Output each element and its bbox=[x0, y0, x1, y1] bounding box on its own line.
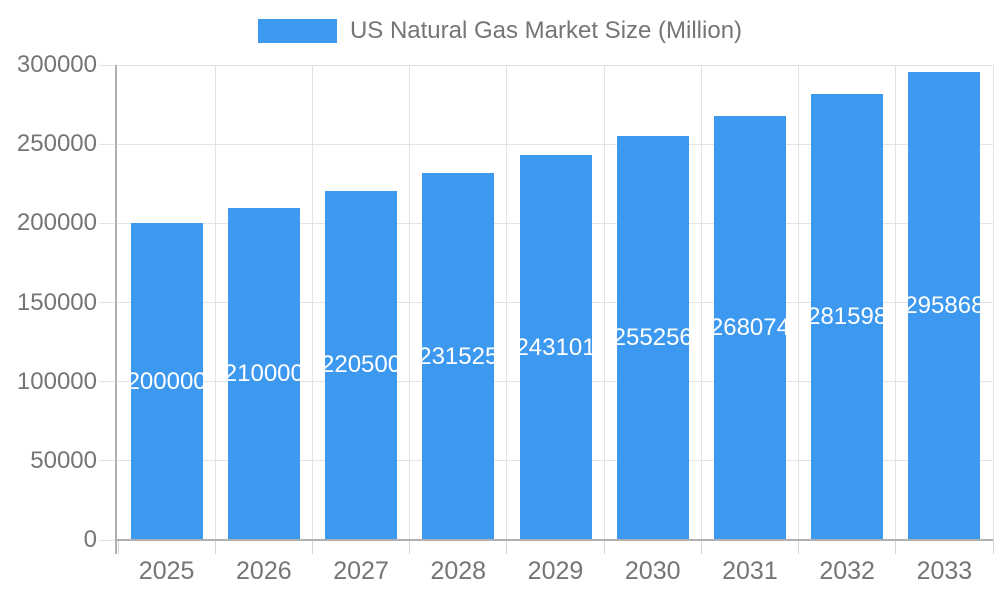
bar[interactable]: 255256 bbox=[616, 135, 689, 540]
y-axis-tick bbox=[99, 222, 116, 224]
bar[interactable]: 200000 bbox=[130, 223, 203, 540]
x-axis-tick bbox=[700, 540, 702, 554]
bar-value-label: 281598 bbox=[811, 303, 884, 331]
y-tick-label: 250000 bbox=[16, 130, 97, 158]
x-tick-label: 2027 bbox=[333, 557, 389, 585]
bar-value-label: 220500 bbox=[325, 351, 398, 379]
bar-value-label: 231525 bbox=[422, 342, 495, 370]
bar-value-label: 255256 bbox=[616, 323, 689, 351]
bar-value-label: 200000 bbox=[130, 367, 203, 395]
legend[interactable]: US Natural Gas Market Size (Million) bbox=[0, 16, 1000, 46]
gridline-vertical bbox=[506, 65, 508, 540]
x-tick-label: 2026 bbox=[236, 557, 292, 585]
y-tick-label: 200000 bbox=[16, 209, 97, 237]
y-axis-tick bbox=[99, 539, 116, 541]
y-tick-label: 300000 bbox=[16, 51, 97, 78]
y-tick-label: 100000 bbox=[16, 367, 97, 395]
gridline-vertical bbox=[214, 65, 216, 540]
x-axis-tick bbox=[992, 540, 994, 554]
y-axis-tick bbox=[99, 460, 116, 462]
gridline-vertical bbox=[700, 65, 702, 540]
gridline-vertical bbox=[895, 65, 897, 540]
x-axis-tick bbox=[311, 540, 313, 554]
y-axis-tick bbox=[99, 143, 116, 145]
gridline-horizontal bbox=[118, 64, 993, 66]
y-axis-tick bbox=[99, 302, 116, 303]
bar[interactable]: 268074 bbox=[713, 115, 786, 540]
y-axis-tick bbox=[99, 381, 116, 383]
y-axis-tick bbox=[99, 64, 116, 66]
bar-value-label: 243101 bbox=[519, 333, 592, 361]
bar[interactable]: 220500 bbox=[325, 190, 398, 540]
y-tick-label: 50000 bbox=[30, 446, 97, 474]
x-tick-label: 2031 bbox=[722, 557, 778, 585]
bar[interactable]: 243101 bbox=[519, 155, 592, 540]
gridline-vertical bbox=[409, 65, 411, 540]
x-tick-label: 2032 bbox=[819, 557, 875, 585]
bar-value-label: 210000 bbox=[227, 359, 300, 387]
x-tick-label: 2030 bbox=[624, 557, 681, 585]
x-axis-line bbox=[115, 539, 993, 541]
x-tick-label: 2029 bbox=[527, 557, 584, 585]
x-axis-tick bbox=[214, 540, 216, 554]
bar-value-label: 295868 bbox=[908, 291, 981, 319]
y-tick-label: 0 bbox=[83, 526, 97, 553]
y-tick-label: 150000 bbox=[16, 288, 97, 316]
bar[interactable]: 210000 bbox=[227, 207, 300, 540]
gridline-vertical bbox=[798, 65, 800, 540]
x-axis-tick bbox=[798, 540, 800, 554]
bar[interactable]: 231525 bbox=[422, 173, 495, 540]
gridline-horizontal bbox=[118, 143, 993, 145]
x-axis-tick bbox=[506, 540, 508, 554]
x-tick-label: 2033 bbox=[916, 557, 973, 585]
gridline-vertical bbox=[992, 65, 994, 540]
x-axis-tick bbox=[409, 540, 411, 554]
legend-swatch-icon bbox=[257, 19, 337, 43]
x-tick-label: 2025 bbox=[138, 557, 195, 585]
x-axis-tick bbox=[895, 540, 897, 554]
gridline-vertical bbox=[603, 65, 605, 540]
gridline-vertical bbox=[311, 65, 313, 540]
x-axis-tick bbox=[117, 540, 119, 554]
x-tick-label: 2028 bbox=[430, 557, 487, 585]
bar-value-label: 268074 bbox=[713, 313, 786, 341]
bar[interactable]: 281598 bbox=[811, 94, 884, 540]
legend-label: US Natural Gas Market Size (Million) bbox=[349, 17, 743, 44]
y-axis-line bbox=[115, 65, 117, 554]
bar[interactable]: 295868 bbox=[908, 71, 981, 540]
x-axis-tick bbox=[603, 540, 605, 554]
